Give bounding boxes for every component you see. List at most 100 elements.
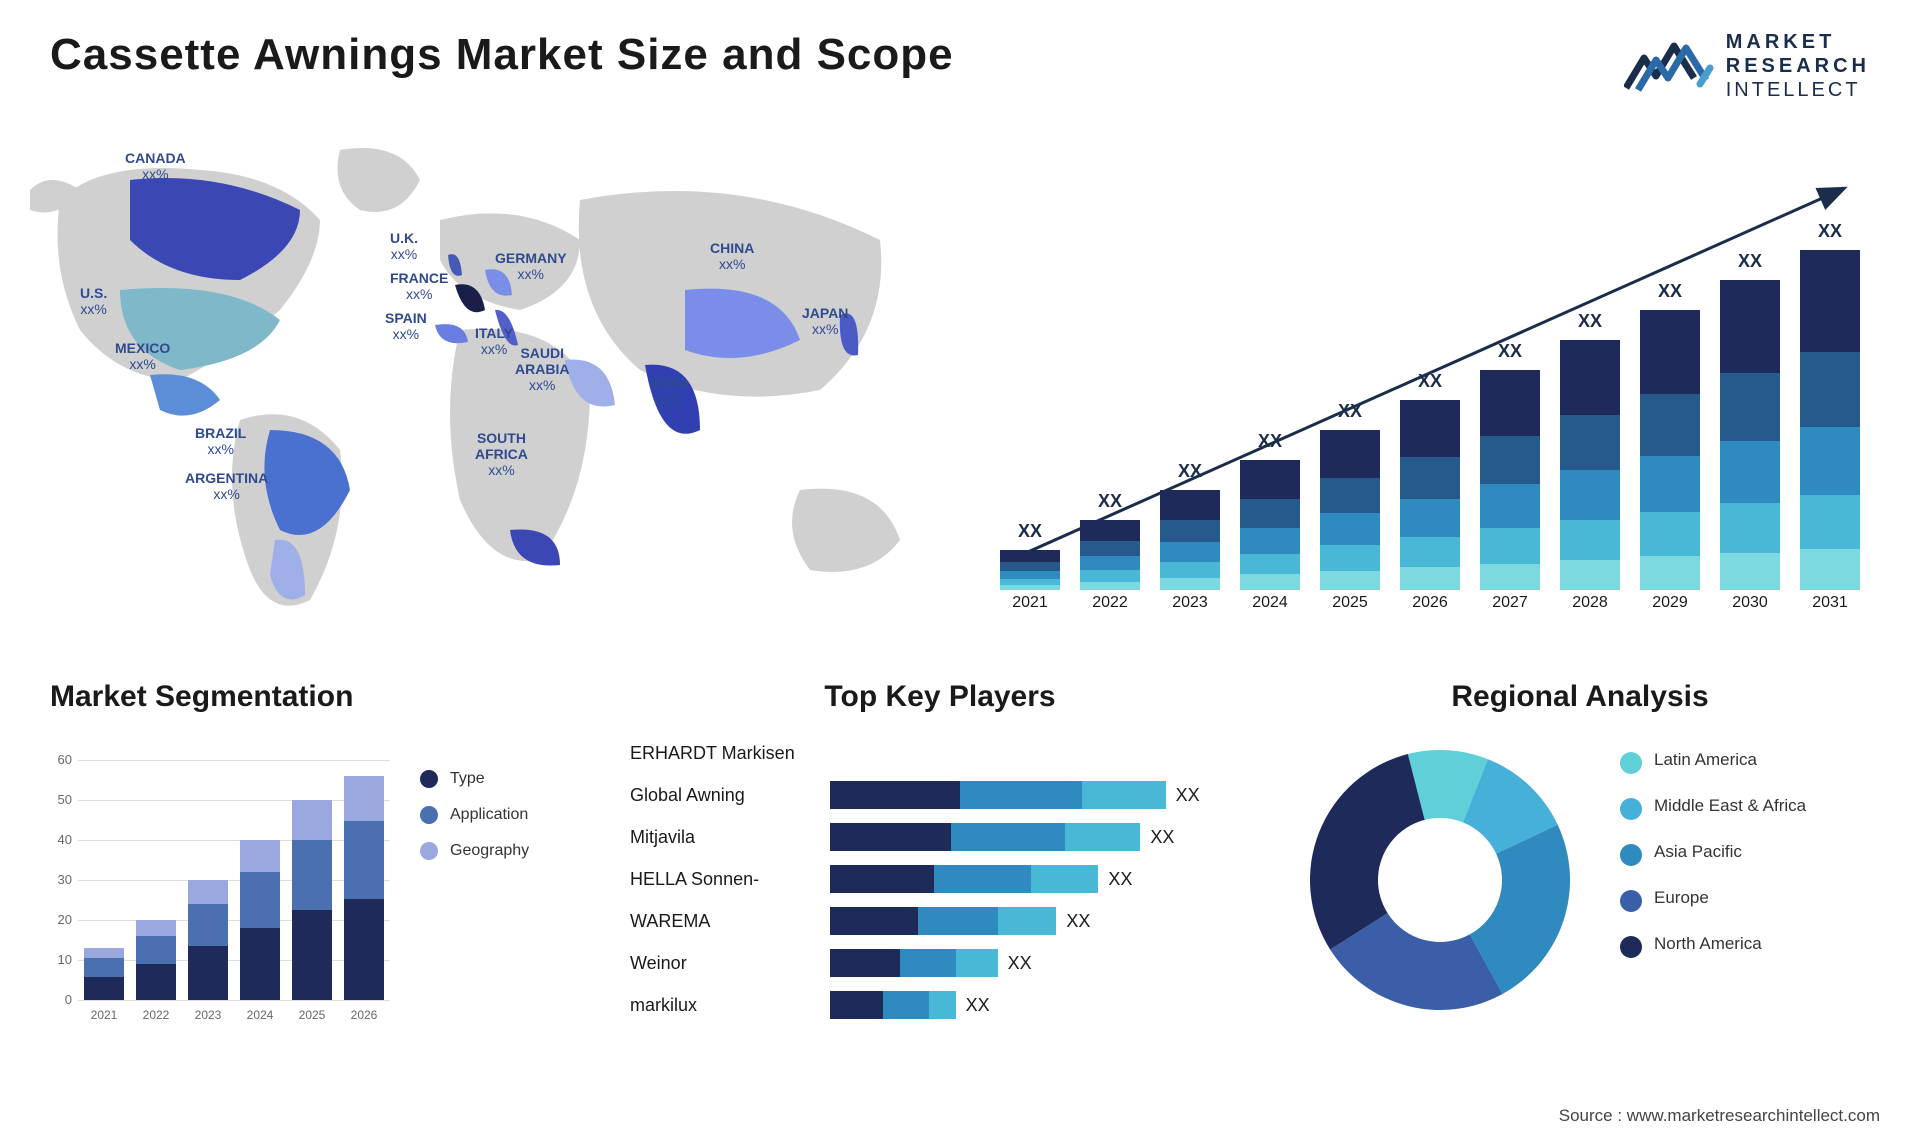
player-name: markilux [630, 995, 830, 1016]
segmentation-bar [84, 948, 124, 1000]
legend-label: Asia Pacific [1654, 842, 1742, 862]
player-bar: XX [830, 865, 1132, 893]
bar-segment [1320, 513, 1380, 545]
legend-item: Middle East & Africa [1620, 796, 1806, 820]
map-country-label: U.K.xx% [390, 230, 418, 262]
segmentation-bar [188, 880, 228, 1000]
bar-value-label: XX [1178, 461, 1202, 482]
bar-value-label: XX [1418, 371, 1442, 392]
seg-bar-segment [136, 964, 176, 1000]
segmentation-bar [136, 920, 176, 1000]
player-bar-segment [883, 991, 929, 1019]
map-country-label: BRAZILxx% [195, 425, 246, 457]
map-country-label: SAUDIARABIAxx% [515, 345, 569, 393]
bar-segment [1640, 310, 1700, 394]
player-bar-segment [830, 991, 883, 1019]
player-bar: XX [830, 991, 990, 1019]
bar-segment [1560, 340, 1620, 415]
seg-bar-segment [240, 872, 280, 928]
seg-y-tick: 10 [42, 952, 72, 967]
player-value: XX [1066, 911, 1090, 932]
bar-x-label: 2030 [1720, 594, 1780, 612]
map-country-label: FRANCExx% [390, 270, 448, 302]
bar-x-label: 2024 [1240, 594, 1300, 612]
bar-segment [1720, 373, 1780, 441]
bar-x-label: 2021 [1000, 594, 1060, 612]
seg-y-tick: 60 [42, 752, 72, 767]
player-row: HELLA Sonnen-XX [630, 858, 1250, 900]
player-name: Weinor [630, 953, 830, 974]
seg-x-label: 2022 [136, 1008, 176, 1022]
player-name: Mitjavila [630, 827, 830, 848]
bar-segment [1080, 556, 1140, 570]
player-bar-segment [1082, 781, 1166, 809]
bar-segment [1560, 415, 1620, 470]
map-country-label: ITALYxx% [475, 325, 513, 357]
map-country-label: INDIAxx% [650, 375, 688, 407]
player-value: XX [1150, 827, 1174, 848]
legend-label: Application [450, 806, 528, 824]
bar-segment [1080, 541, 1140, 556]
player-bar-segment [830, 781, 960, 809]
legend-label: Latin America [1654, 750, 1757, 770]
seg-bar-segment [188, 946, 228, 1000]
bar-segment [1480, 370, 1540, 436]
bar-value-label: XX [1338, 401, 1362, 422]
logo-line2: RESEARCH [1726, 54, 1870, 78]
player-bar-track: XX [830, 865, 1250, 893]
seg-bar-segment [344, 821, 384, 899]
bar-segment [1000, 550, 1060, 562]
player-row: Global AwningXX [630, 774, 1250, 816]
segmentation-bar [344, 776, 384, 1000]
seg-gridline [78, 1000, 390, 1001]
player-bar-track: XX [830, 781, 1250, 809]
legend-label: Middle East & Africa [1654, 796, 1806, 816]
bar-segment [1320, 545, 1380, 571]
bar-x-label: 2028 [1560, 594, 1620, 612]
player-bar: XX [830, 823, 1174, 851]
bar-x-label: 2027 [1480, 594, 1540, 612]
player-name: ERHARDT Markisen [630, 743, 830, 764]
bar-x-label: 2026 [1400, 594, 1460, 612]
seg-y-tick: 30 [42, 872, 72, 887]
bar-segment [1560, 560, 1620, 590]
seg-bar-segment [292, 910, 332, 1000]
brand-logo: MARKET RESEARCH INTELLECT [1624, 30, 1870, 102]
player-bar-track [830, 739, 1250, 767]
bar-x-label: 2025 [1320, 594, 1380, 612]
bar-segment [1800, 427, 1860, 495]
growth-bar: XX [1160, 490, 1220, 590]
player-bar: XX [830, 781, 1200, 809]
player-value: XX [1176, 785, 1200, 806]
seg-y-tick: 40 [42, 832, 72, 847]
growth-bar: XX [1640, 310, 1700, 590]
bar-segment [1000, 562, 1060, 571]
bar-segment [1640, 556, 1700, 590]
player-bar-segment [830, 823, 951, 851]
legend-item: Asia Pacific [1620, 842, 1806, 866]
bar-segment [1560, 470, 1620, 520]
player-row: ERHARDT Markisen [630, 732, 1250, 774]
legend-label: Geography [450, 842, 529, 860]
seg-bar-segment [136, 936, 176, 964]
seg-gridline [78, 760, 390, 761]
growth-bar: XX [1320, 430, 1380, 590]
segmentation-chart: 0102030405060202120222023202420252026 [50, 730, 390, 1030]
player-bar-segment [918, 907, 998, 935]
player-bar-segment [1031, 865, 1098, 893]
bar-segment [1640, 512, 1700, 557]
page-title: Cassette Awnings Market Size and Scope [50, 30, 954, 80]
bar-segment [1720, 280, 1780, 373]
world-map-panel: CANADAxx%U.S.xx%MEXICOxx%BRAZILxx%ARGENT… [20, 130, 960, 650]
player-bar-segment [951, 823, 1065, 851]
player-bar-track: XX [830, 949, 1250, 977]
player-value: XX [1008, 953, 1032, 974]
bar-segment [1240, 528, 1300, 554]
market-segmentation-panel: Market Segmentation 01020304050602021202… [50, 680, 610, 1050]
regional-title: Regional Analysis [1280, 680, 1880, 714]
regional-legend: Latin America Middle East & Africa Asia Pa… [1620, 750, 1806, 980]
seg-bar-segment [292, 800, 332, 840]
player-name: WAREMA [630, 911, 830, 932]
player-row: Mitjavila XX [630, 816, 1250, 858]
bar-value-label: XX [1658, 281, 1682, 302]
